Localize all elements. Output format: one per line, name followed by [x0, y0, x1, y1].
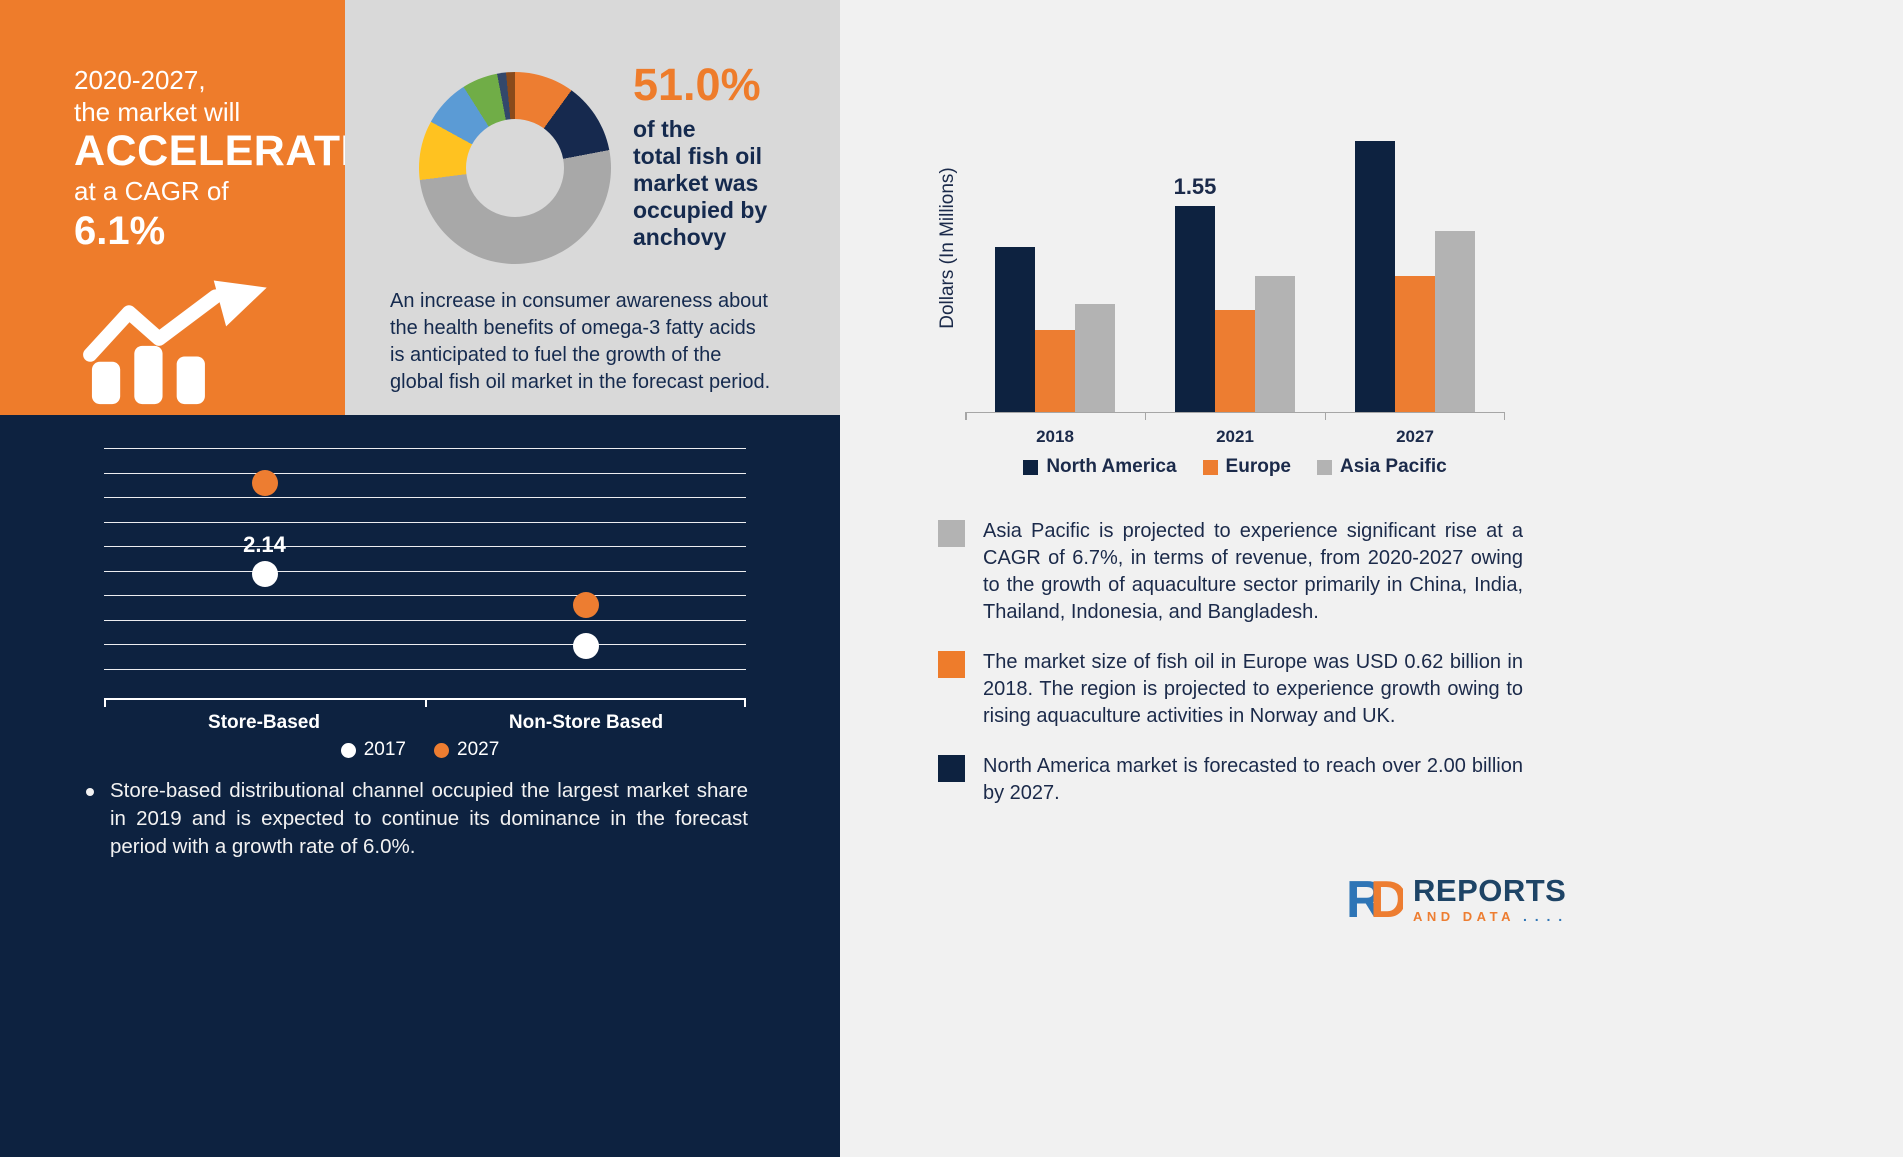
legend-2017-marker	[340, 742, 356, 758]
promo-period: 2020-2027,	[74, 65, 206, 95]
dot-2017-Non-Store Based	[572, 632, 599, 659]
dot-plot-legend: 2017 2027	[0, 739, 840, 761]
bar-Asia Pacific-2027	[1435, 231, 1475, 412]
axis-tick	[104, 699, 106, 707]
bar-Asia Pacific-2018	[1075, 304, 1115, 412]
legend-europe-marker	[1202, 459, 1218, 475]
gridline	[104, 448, 746, 449]
bar-chart-y-axis-label: Dollars (In Millions)	[937, 167, 958, 329]
bar-group-2018	[995, 247, 1115, 412]
logo-text: REPORTS AND DATA . . . .	[1413, 875, 1566, 924]
logo-tagline-row: AND DATA . . . .	[1413, 908, 1566, 924]
bar-North America-2021: 1.55	[1174, 174, 1216, 412]
bar-North America-2027	[1355, 140, 1395, 412]
promo-line4: at a CAGR of	[74, 176, 229, 206]
north-america-bullet-text: North America market is forecasted to re…	[983, 755, 1523, 804]
dot-2027-Store-Based	[251, 469, 278, 496]
regional-bullets: Asia Pacific is projected to experience …	[938, 518, 1523, 830]
cagr-promo-card: 2020-2027, the market will ACCELERATE at…	[0, 0, 370, 415]
gridline	[104, 644, 746, 645]
distribution-channel-section: 2.14 Store-Based Non-Store Based 2017 20…	[0, 415, 840, 1157]
gridline	[104, 546, 746, 547]
store-based-bullet: Store-based distributional channel occup…	[86, 777, 748, 861]
logo-mark-rd-icon: R D	[1346, 872, 1403, 926]
regional-bar-chart: 1.55	[965, 113, 1505, 420]
anchovy-stat-caption: of the total fish oil market was occupie…	[633, 116, 768, 250]
legend-item-europe: Europe	[1202, 456, 1291, 478]
growth-arrow-icon	[83, 280, 267, 405]
legend-item-2017: 2017	[340, 739, 406, 761]
bar-Europe-2021	[1215, 309, 1255, 412]
svg-text:D: D	[1370, 872, 1403, 926]
logo-dots: . . . .	[1522, 907, 1565, 924]
axis-tick	[425, 699, 427, 707]
legend-2027-label: 2027	[457, 739, 500, 760]
asia-pacific-bullet-text: Asia Pacific is projected to experience …	[983, 520, 1523, 623]
axis-tick	[1144, 413, 1147, 420]
legend-europe-label: Europe	[1225, 456, 1291, 477]
bar-North America-2018	[995, 247, 1035, 412]
bar-group-2021: 1.55	[1174, 174, 1295, 412]
reports-and-data-logo: R D REPORTS AND DATA . . . .	[1345, 872, 1566, 926]
axis-tick	[965, 413, 967, 420]
store-based-bullet-text: Store-based distributional channel occup…	[110, 779, 748, 858]
legend-item-asia-pacific: Asia Pacific	[1317, 456, 1447, 478]
svg-text:R: R	[1346, 872, 1384, 926]
distribution-dot-plot-chart: 2.14	[104, 448, 746, 707]
category-label-non-store-based: Non-Store Based	[508, 712, 664, 733]
donut-hole	[466, 119, 564, 217]
dot-2027-Non-Store Based	[572, 591, 599, 618]
legend-2017-label: 2017	[363, 739, 406, 760]
gridline	[104, 595, 746, 596]
north-america-bullet: North America market is forecasted to re…	[938, 753, 1523, 807]
promo-line2: the market will	[74, 97, 241, 127]
logo-tagline: AND DATA	[1413, 908, 1515, 924]
anchovy-share-card: 51.0% of the total fish oil market was o…	[345, 0, 840, 415]
legend-asia-pacific-marker	[1317, 459, 1332, 475]
species-share-donut-chart	[419, 72, 611, 264]
promo-headline: ACCELERATE	[74, 127, 370, 175]
europe-bullet-marker	[938, 651, 965, 678]
bar-category-2027: 2027	[1396, 427, 1434, 446]
promo-cagr-value: 6.1%	[74, 209, 166, 253]
gridline	[104, 570, 746, 572]
gridline	[104, 521, 746, 523]
europe-bullet: The market size of fish oil in Europe wa…	[938, 649, 1523, 730]
gridline	[104, 668, 746, 670]
bullet-marker	[86, 788, 94, 796]
asia-pacific-bullet-marker	[938, 520, 965, 547]
legend-north-america-label: North America	[1046, 456, 1177, 477]
legend-item-north-america: North America	[1023, 456, 1177, 478]
legend-2027-marker	[434, 742, 449, 758]
legend-north-america-marker	[1023, 459, 1039, 475]
regional-forecast-panel: Dollars (In Millions) 1.55 2018 2021 202…	[840, 0, 1903, 1157]
bar-Europe-2027	[1395, 276, 1435, 412]
axis-tick	[744, 699, 746, 707]
axis-tick	[1503, 413, 1505, 420]
gridline	[104, 472, 746, 474]
logo-name: REPORTS	[1413, 872, 1567, 908]
axis-tick	[1324, 413, 1327, 420]
dot-2017-Store-Based	[251, 560, 278, 587]
gridline	[104, 497, 746, 498]
europe-bullet-text: The market size of fish oil in Europe wa…	[983, 651, 1523, 727]
bar-chart-legend: North America Europe Asia Pacific	[965, 456, 1505, 478]
north-america-bullet-marker	[938, 755, 965, 782]
anchovy-stat-value: 51.0%	[633, 59, 761, 110]
anchovy-stat: 51.0% of the total fish oil market was o…	[633, 60, 833, 251]
bar-Europe-2018	[1035, 329, 1075, 412]
asia-pacific-bullet: Asia Pacific is projected to experience …	[938, 518, 1523, 626]
bar-group-2027	[1355, 140, 1475, 412]
bar-Asia Pacific-2021	[1255, 276, 1295, 412]
legend-item-2027: 2027	[434, 739, 499, 761]
bar-category-2021: 2021	[1216, 427, 1254, 446]
bar-data-label: 1.55	[1173, 174, 1217, 200]
legend-asia-pacific-label: Asia Pacific	[1340, 456, 1447, 477]
awareness-paragraph: An increase in consumer awareness about …	[390, 290, 771, 393]
dot-data-label: 2.14	[243, 531, 286, 557]
gridline	[104, 619, 746, 621]
bar-category-2018: 2018	[1036, 427, 1074, 446]
category-label-store-based: Store-Based	[208, 712, 320, 733]
